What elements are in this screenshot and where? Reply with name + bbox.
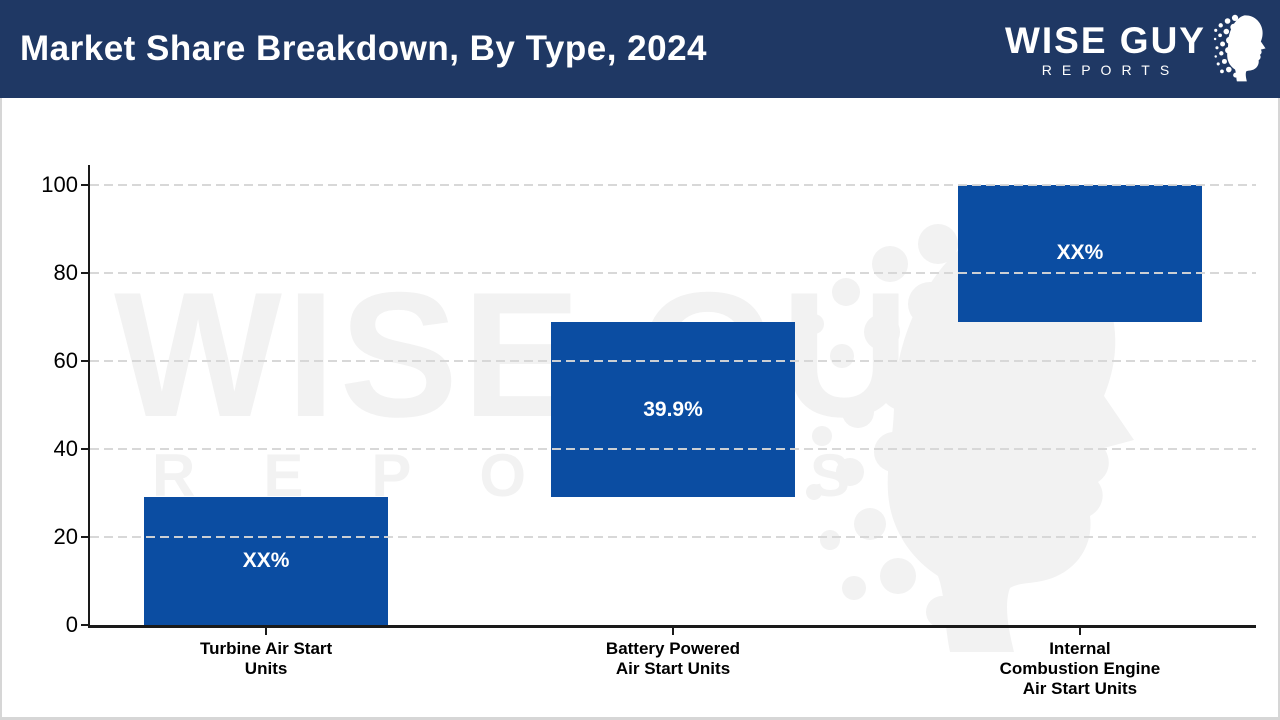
category-label: Turbine Air Start Units <box>199 639 333 678</box>
y-tick-label-20: 20 <box>53 523 78 549</box>
y-tick-60 <box>81 359 88 362</box>
y-tick-label-100: 100 <box>41 171 78 197</box>
y-tick-80 <box>81 271 88 274</box>
gridline-20 <box>90 535 1256 538</box>
logo-subtitle: REPORTS <box>1041 61 1180 78</box>
wiseguy-logo: WISE GUY REPORTS <box>1005 0 1268 98</box>
logo-wordmark: WISE GUY <box>1004 19 1206 61</box>
header-bar: Market Share Breakdown, By Type, 2024 WI… <box>0 0 1280 98</box>
plot-area: 0 20 40 60 80 100 XX% Turbine Air Start Units 39… <box>41 165 1256 698</box>
bar-segment <box>143 497 389 625</box>
x-tick-2 <box>1078 628 1081 635</box>
wiseguy-logo-text: WISE GUY REPORTS <box>1005 22 1206 77</box>
bar-value-label: XX% <box>242 549 290 573</box>
x-tick-1 <box>672 628 674 635</box>
x-tick-0 <box>265 628 268 635</box>
gridline-80 <box>90 271 1256 274</box>
y-tick-label-40: 40 <box>53 435 78 461</box>
bar-value-label: 39.9% <box>643 397 703 421</box>
y-tick-40 <box>81 447 88 450</box>
gridline-40 <box>90 447 1256 450</box>
bar-segment <box>957 184 1203 322</box>
y-axis-spine <box>88 165 90 628</box>
category-label: Internal Combustion Engine Air Start Uni… <box>999 639 1161 698</box>
y-tick-100 <box>81 183 88 186</box>
chart-canvas: WISE GUY REPORTS 0 20 40 60 80 100 XX% Turbine … <box>0 98 1280 720</box>
bar-value-label: XX% <box>1056 241 1104 265</box>
category-label: Battery Powered Air Start Units <box>605 639 741 678</box>
y-tick-label-80: 80 <box>53 259 78 285</box>
gridline-60 <box>90 359 1256 362</box>
y-tick-0 <box>81 624 88 626</box>
y-tick-label-60: 60 <box>53 347 78 373</box>
x-axis-spine <box>88 625 1256 628</box>
y-tick-20 <box>81 535 88 538</box>
gridline-100 <box>90 183 1256 186</box>
y-tick-label-0: 0 <box>65 612 78 637</box>
wiseguy-face-icon <box>1213 14 1266 82</box>
bar-segment <box>550 321 796 498</box>
page-title: Market Share Breakdown, By Type, 2024 <box>20 29 708 68</box>
